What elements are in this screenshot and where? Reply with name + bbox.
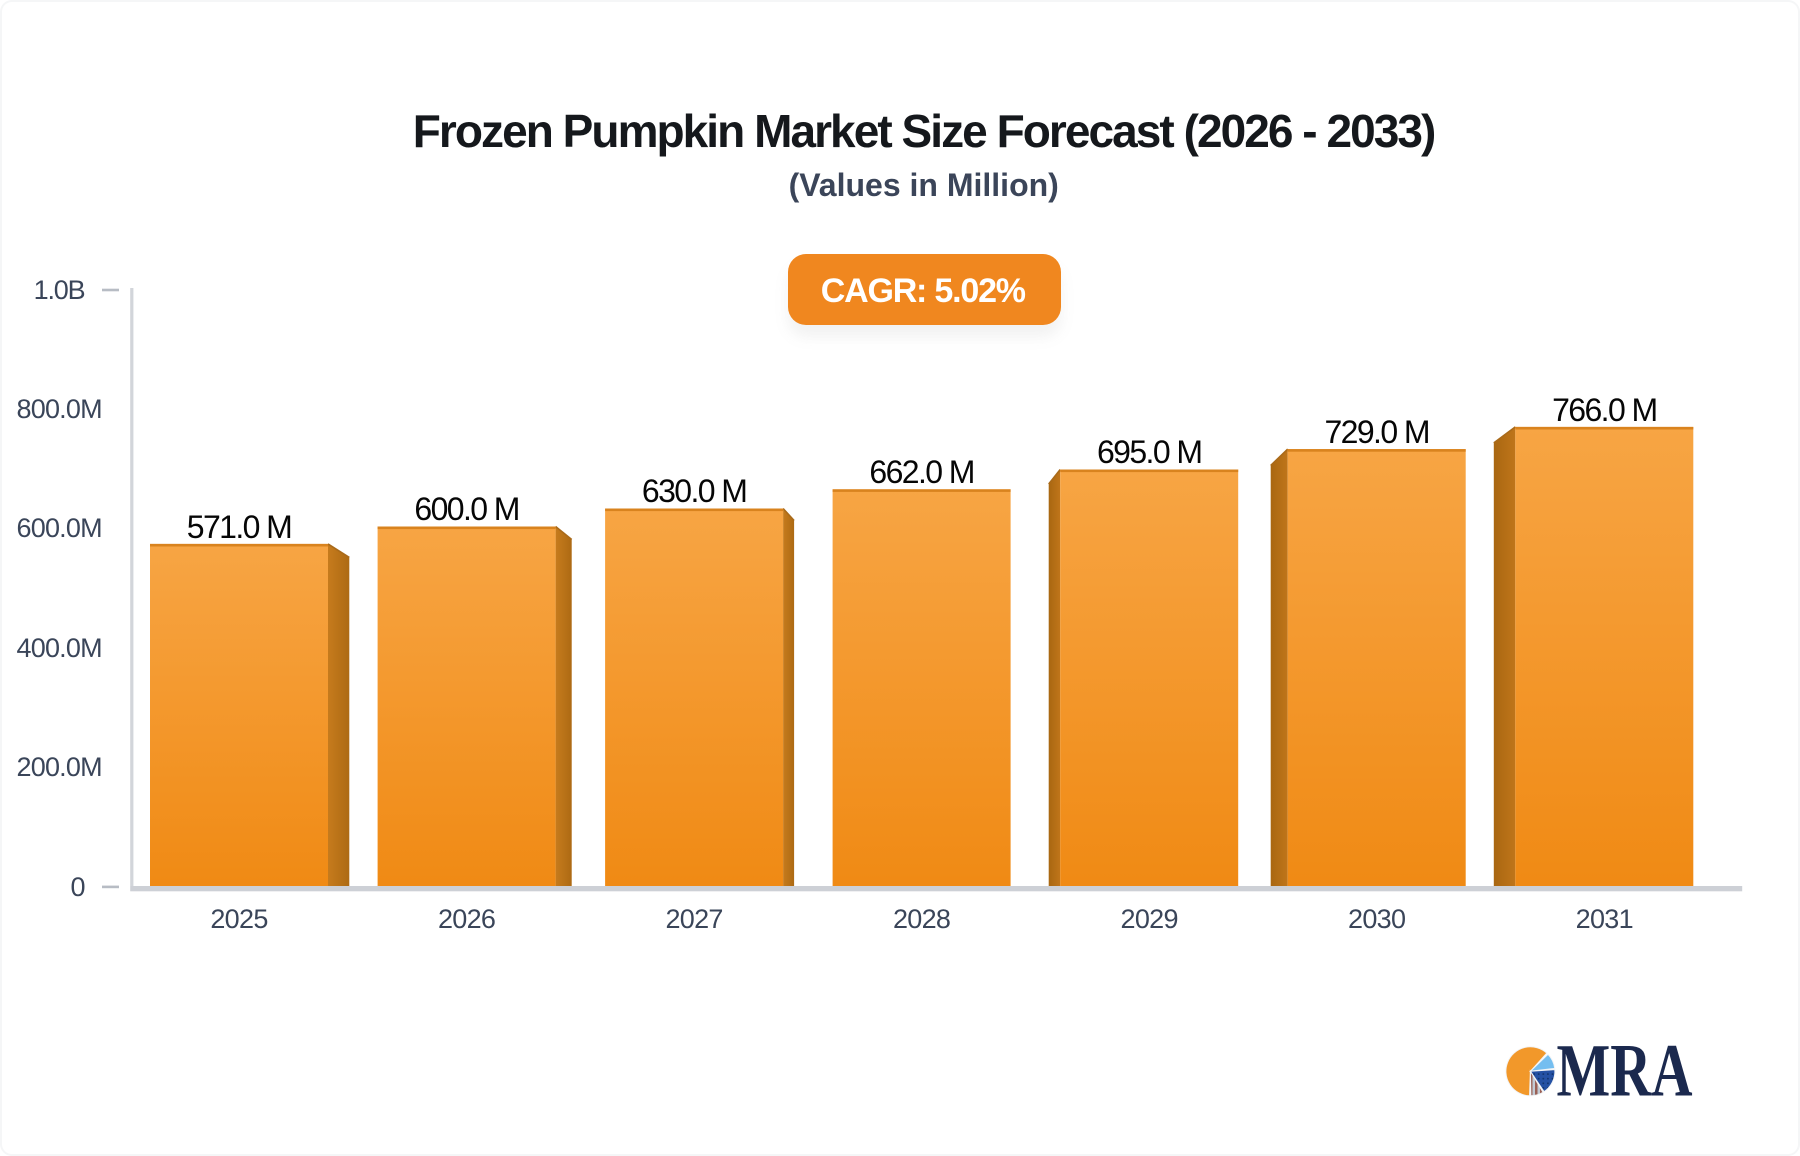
svg-text:MRA: MRA [1557,1035,1693,1112]
